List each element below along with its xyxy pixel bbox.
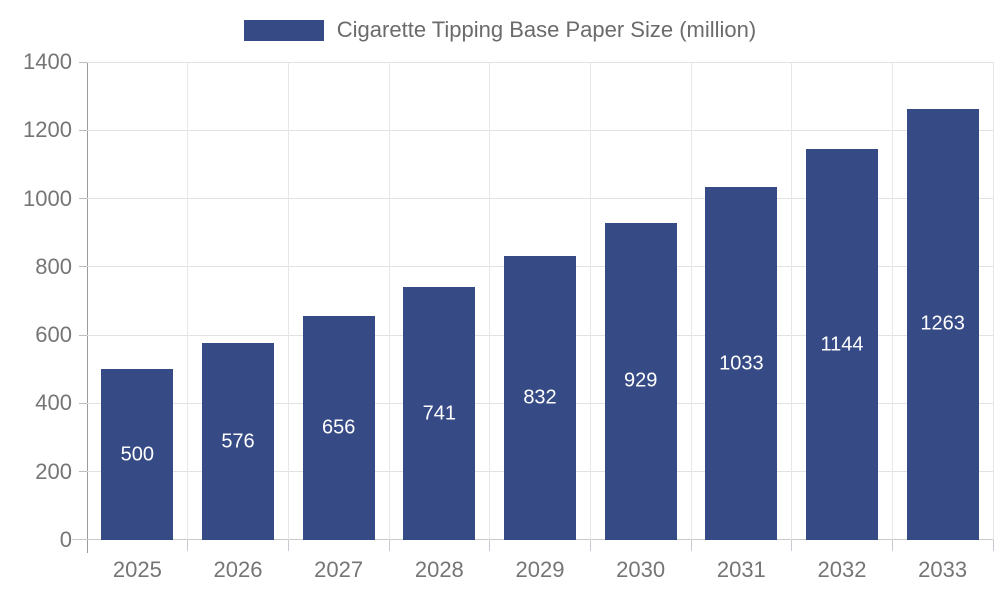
bar-value-label: 1144 [820, 333, 864, 356]
x-axis-tick [287, 540, 289, 551]
bar-value-label: 1263 [920, 312, 965, 335]
bar-2031: 1033 [705, 187, 778, 540]
x-axis-tick [690, 540, 692, 551]
x-axis-tick [187, 540, 189, 551]
y-tick-label: 1200 [23, 117, 72, 143]
vertical-gridline [187, 62, 189, 540]
bar-value-label: 500 [120, 443, 155, 466]
horizontal-gridline [87, 129, 993, 131]
bar-value-label: 576 [221, 430, 255, 453]
x-tick-label: 2032 [817, 557, 867, 582]
y-tick-label: 400 [35, 390, 72, 416]
legend-swatch [243, 19, 324, 41]
bar-2030: 929 [604, 222, 677, 540]
horizontal-gridline [87, 61, 993, 63]
bar-value-label: 929 [623, 369, 658, 392]
bar-value-label: 656 [321, 416, 356, 439]
y-axis-tick [79, 402, 87, 404]
plot-area: 500 576 656 741 832 929 1033 1144 1263 [72, 61, 994, 553]
bar-2027: 656 [302, 316, 375, 540]
x-axis-tick [791, 540, 793, 551]
y-axis-line [87, 62, 88, 553]
vertical-gridline [388, 62, 390, 540]
y-tick-label: 200 [35, 458, 72, 484]
y-axis-tick [79, 471, 87, 473]
x-tick-label: 2031 [716, 557, 766, 582]
vertical-gridline [287, 62, 289, 540]
y-tick-label: 600 [35, 322, 72, 348]
y-tick-label: 800 [35, 253, 72, 279]
x-axis-labels: 2025 2026 2027 2028 2029 2030 2031 2032 2033 [87, 556, 993, 590]
bar-value-label: 832 [523, 386, 557, 409]
x-tick-label: 2030 [616, 557, 666, 582]
x-tick-label: 2033 [918, 557, 968, 582]
y-tick-label: 0 [59, 527, 72, 552]
x-tick-label: 2028 [414, 557, 464, 582]
x-tick-label: 2027 [314, 557, 364, 582]
x-tick-label: 2025 [112, 557, 162, 582]
vertical-gridline [992, 62, 994, 540]
legend-label: Cigarette Tipping Base Paper Size (milli… [336, 17, 757, 42]
y-axis-tick [79, 334, 87, 336]
bar-2029: 832 [504, 255, 576, 540]
y-axis-labels: 0 200 400 600 800 1000 1200 1400 [0, 51, 72, 551]
y-axis-tick [79, 129, 87, 131]
horizontal-gridline [87, 198, 993, 200]
x-axis-tick [489, 540, 491, 551]
vertical-gridline [891, 62, 893, 540]
x-axis-tick [388, 540, 390, 551]
y-axis-tick [79, 266, 87, 268]
chart-legend: Cigarette Tipping Base Paper Size (milli… [0, 17, 1000, 43]
x-axis-tick [589, 540, 591, 551]
x-tick-label: 2029 [515, 557, 565, 582]
bar-value-label: 1033 [719, 352, 764, 375]
bar-2028: 741 [403, 287, 476, 540]
y-axis-tick [79, 61, 87, 63]
bar-2033: 1263 [906, 108, 979, 540]
vertical-gridline [489, 62, 491, 540]
vertical-gridline [589, 62, 591, 540]
y-tick-label: 1400 [23, 49, 72, 74]
vertical-gridline [791, 62, 793, 540]
vertical-gridline [690, 62, 692, 540]
bar-value-label: 741 [422, 402, 457, 424]
x-axis-tick [891, 540, 893, 551]
bar-2032: 1144 [806, 149, 878, 540]
y-tick-label: 1000 [23, 185, 72, 211]
x-tick-label: 2026 [213, 557, 263, 582]
y-axis-tick [79, 198, 87, 200]
x-axis-tick [992, 540, 994, 551]
bar-2026: 576 [202, 343, 274, 540]
bar-2025: 500 [101, 369, 174, 540]
